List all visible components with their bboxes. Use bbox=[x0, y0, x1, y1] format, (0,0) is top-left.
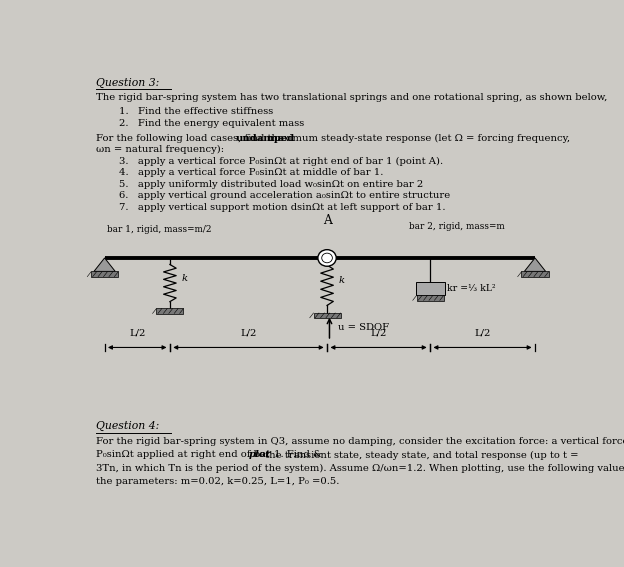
Circle shape bbox=[318, 249, 336, 266]
Text: For the rigid bar-spring system in Q3, assume no damping, consider the excitatio: For the rigid bar-spring system in Q3, a… bbox=[96, 437, 624, 446]
Text: bar 2, rigid, mass=m: bar 2, rigid, mass=m bbox=[409, 222, 505, 231]
Text: For the following load cases, find the: For the following load cases, find the bbox=[96, 134, 288, 142]
Text: L/2: L/2 bbox=[474, 329, 490, 338]
Text: P₀sinΩt applied at right end of bar 1. Find &: P₀sinΩt applied at right end of bar 1. F… bbox=[96, 451, 325, 459]
Text: L/2: L/2 bbox=[129, 329, 145, 338]
Polygon shape bbox=[157, 308, 183, 314]
Text: 2.   Find the energy equivalent mass: 2. Find the energy equivalent mass bbox=[119, 119, 305, 128]
Polygon shape bbox=[524, 258, 545, 272]
Text: undamped: undamped bbox=[236, 134, 295, 142]
Text: Question 4:: Question 4: bbox=[96, 421, 160, 431]
Text: u = SDOF: u = SDOF bbox=[338, 323, 389, 332]
Text: The rigid bar-spring system has two translational springs and one rotational spr: The rigid bar-spring system has two tran… bbox=[96, 93, 608, 102]
Text: ωn = natural frequency):: ωn = natural frequency): bbox=[96, 145, 225, 154]
Text: the transient state, steady state, and total response (up to t =: the transient state, steady state, and t… bbox=[262, 451, 578, 460]
Text: 6.   apply vertical ground acceleration a₀sinΩt to entire structure: 6. apply vertical ground acceleration a₀… bbox=[119, 191, 451, 200]
Text: 4.   apply a vertical force P₀sinΩt at middle of bar 1.: 4. apply a vertical force P₀sinΩt at mid… bbox=[119, 168, 384, 177]
Text: 3Tn, in which Tn is the period of the system). Assume Ω/ωn=1.2. When plotting, u: 3Tn, in which Tn is the period of the sy… bbox=[96, 464, 624, 473]
Polygon shape bbox=[522, 272, 548, 277]
Polygon shape bbox=[94, 258, 115, 272]
Text: 3.   apply a vertical force P₀sinΩt at right end of bar 1 (point A).: 3. apply a vertical force P₀sinΩt at rig… bbox=[119, 157, 443, 166]
Polygon shape bbox=[91, 272, 118, 277]
Text: L/2: L/2 bbox=[371, 329, 387, 338]
Text: 7.   apply vertical support motion dsinΩt at left support of bar 1.: 7. apply vertical support motion dsinΩt … bbox=[119, 202, 446, 211]
Polygon shape bbox=[417, 295, 444, 301]
Text: bar 1, rigid, mass=m/2: bar 1, rigid, mass=m/2 bbox=[107, 225, 212, 234]
Text: k: k bbox=[339, 276, 344, 285]
Text: k: k bbox=[182, 274, 187, 283]
Text: maximum steady-state response (let Ω = forcing frequency,: maximum steady-state response (let Ω = f… bbox=[265, 134, 570, 143]
Text: 1.   Find the effective stiffness: 1. Find the effective stiffness bbox=[119, 107, 273, 116]
Text: the parameters: m=0.02, k=0.25, L=1, P₀ =0.5.: the parameters: m=0.02, k=0.25, L=1, P₀ … bbox=[96, 477, 339, 486]
Text: A: A bbox=[323, 214, 331, 227]
Text: plot: plot bbox=[249, 451, 271, 459]
Text: 5.   apply uniformly distributed load w₀sinΩt on entire bar 2: 5. apply uniformly distributed load w₀si… bbox=[119, 180, 423, 189]
Bar bbox=[416, 282, 444, 295]
Polygon shape bbox=[313, 312, 341, 318]
Text: Question 3:: Question 3: bbox=[96, 78, 160, 88]
Text: kr =⅓ kL²: kr =⅓ kL² bbox=[447, 284, 495, 293]
Text: L/2: L/2 bbox=[240, 329, 256, 338]
